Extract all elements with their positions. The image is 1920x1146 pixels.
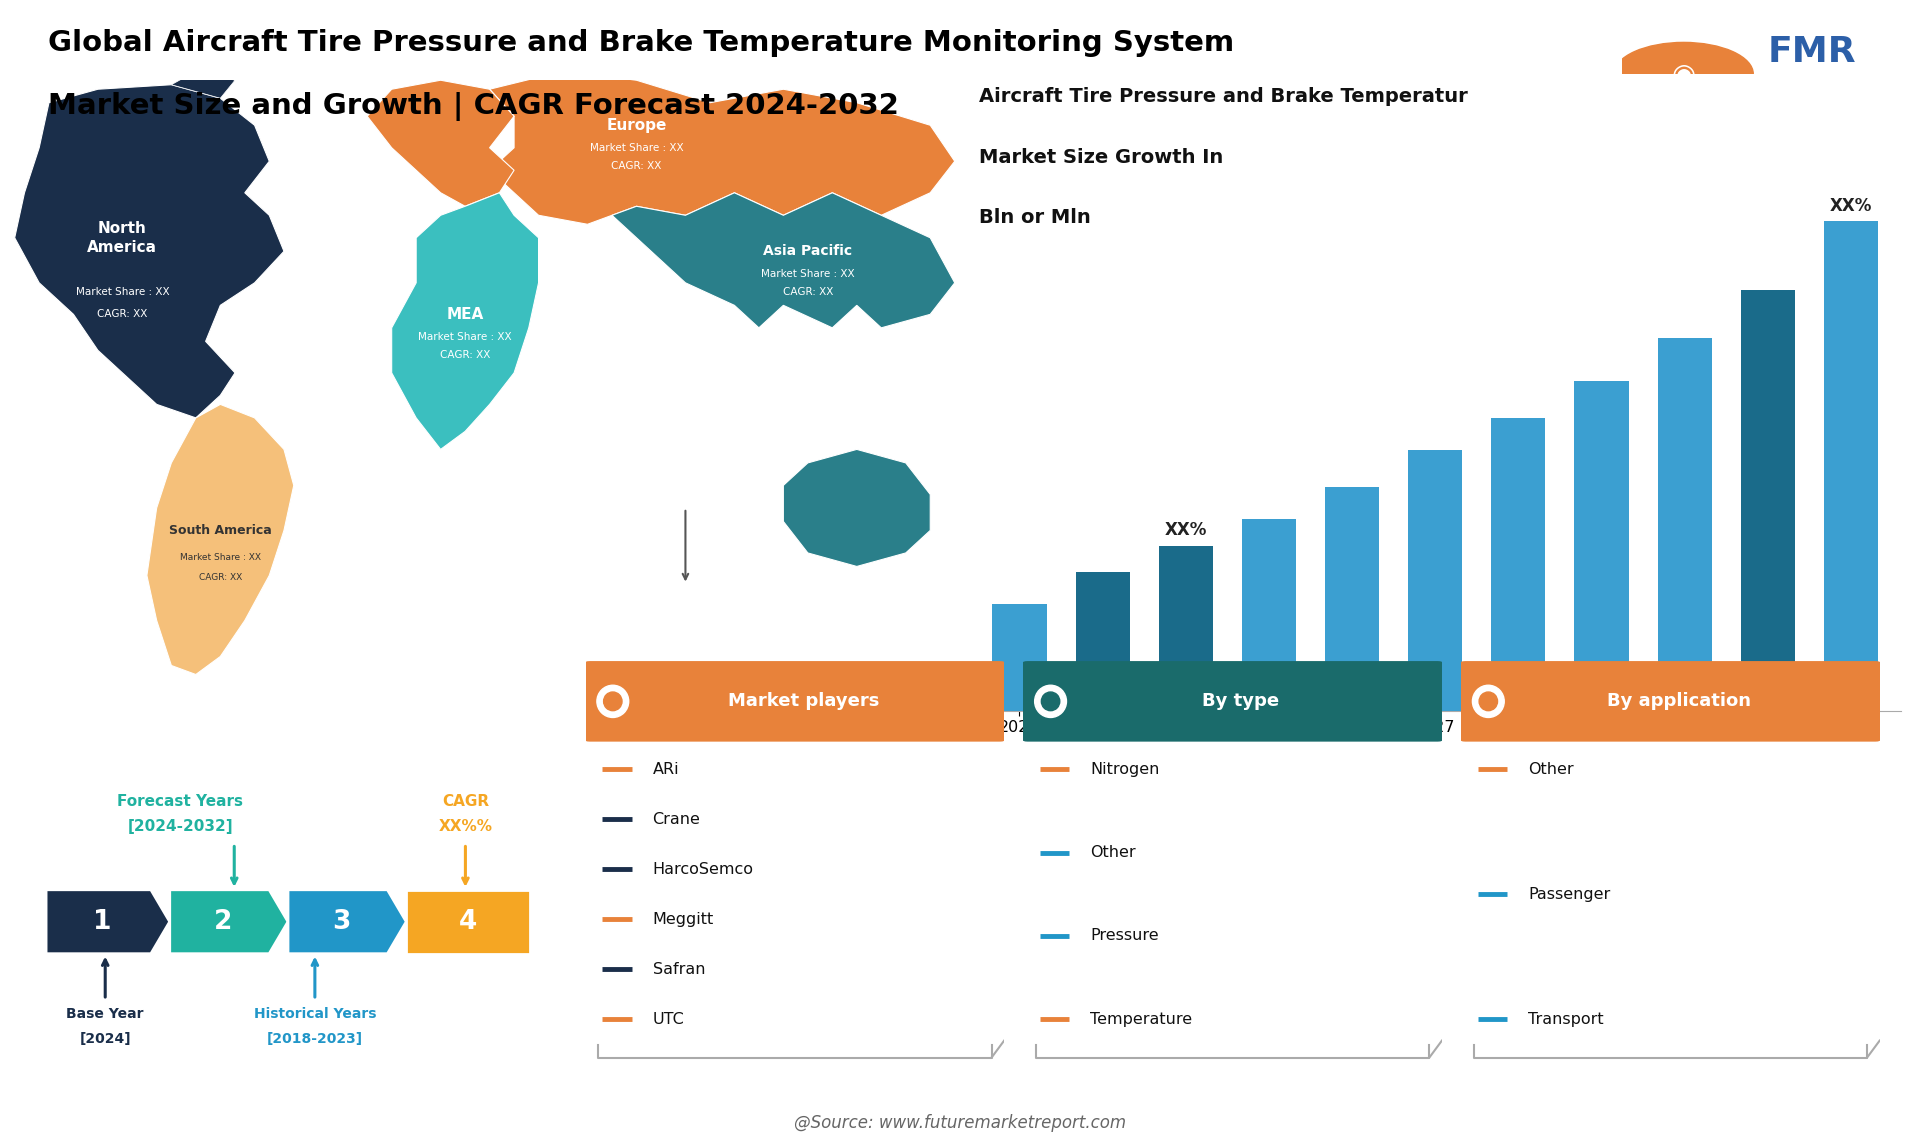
Text: XX%: XX%: [1830, 197, 1872, 215]
Text: Meggitt: Meggitt: [653, 912, 714, 927]
Bar: [1075, 572, 1129, 711]
Text: @Source: www.futuremarketreport.com: @Source: www.futuremarketreport.com: [795, 1114, 1125, 1132]
Text: Base Year: Base Year: [67, 1007, 144, 1021]
Circle shape: [1035, 685, 1066, 717]
Text: By application: By application: [1607, 692, 1751, 711]
Text: Passenger: Passenger: [1528, 887, 1611, 902]
FancyBboxPatch shape: [1455, 661, 1885, 741]
Text: ◉: ◉: [1672, 60, 1695, 88]
Text: Pressure: Pressure: [1091, 928, 1160, 943]
Text: South America: South America: [169, 524, 273, 537]
Text: CAGR: CAGR: [442, 794, 490, 809]
Text: Other: Other: [1528, 762, 1574, 777]
Circle shape: [597, 685, 628, 717]
Text: ARi: ARi: [653, 762, 680, 777]
Polygon shape: [783, 449, 931, 566]
Text: Historical Years: Historical Years: [253, 1007, 376, 1021]
Text: Transport: Transport: [1528, 1012, 1603, 1027]
Text: Market Share : XX: Market Share : XX: [589, 143, 684, 152]
Text: Crane: Crane: [653, 811, 701, 826]
Text: Temperature: Temperature: [1091, 1012, 1192, 1027]
Text: Market Share : XX: Market Share : XX: [760, 269, 854, 278]
Text: Market Share : XX: Market Share : XX: [75, 286, 169, 297]
Bar: [1325, 487, 1379, 711]
Polygon shape: [171, 71, 234, 99]
Text: Forecast Years: Forecast Years: [117, 794, 244, 809]
Text: REPORT: REPORT: [1766, 101, 1812, 110]
Text: CAGR: XX: CAGR: XX: [611, 160, 662, 171]
Polygon shape: [288, 889, 407, 953]
Bar: [1242, 519, 1296, 711]
Text: Bln or Mln: Bln or Mln: [979, 209, 1091, 227]
Text: HarcoSemco: HarcoSemco: [653, 862, 753, 877]
Text: Market Size and Growth | CAGR Forecast 2024-2032: Market Size and Growth | CAGR Forecast 2…: [48, 92, 899, 120]
Bar: [1160, 545, 1213, 711]
Text: FUTURE MARKET: FUTURE MARKET: [1766, 81, 1866, 92]
Text: 3: 3: [332, 909, 351, 935]
Text: North
America: North America: [88, 221, 157, 254]
Text: Other: Other: [1091, 845, 1137, 861]
Text: FMR: FMR: [1766, 36, 1857, 70]
Text: Aircraft Tire Pressure and Brake Temperatur: Aircraft Tire Pressure and Brake Tempera…: [979, 87, 1467, 107]
Text: UTC: UTC: [653, 1012, 684, 1027]
Bar: [1492, 418, 1546, 711]
Text: CAGR: XX: CAGR: XX: [198, 573, 242, 582]
Text: XX%: XX%: [1165, 521, 1208, 540]
FancyBboxPatch shape: [1018, 661, 1448, 741]
Text: CAGR: XX: CAGR: XX: [783, 286, 833, 297]
Text: [2024]: [2024]: [79, 1031, 131, 1046]
Text: 2: 2: [215, 909, 232, 935]
Text: Europe: Europe: [607, 118, 666, 133]
Text: By type: By type: [1202, 692, 1279, 711]
Polygon shape: [46, 889, 169, 953]
Text: Market Share : XX: Market Share : XX: [419, 332, 513, 342]
Text: Nitrogen: Nitrogen: [1091, 762, 1160, 777]
Text: CAGR: XX: CAGR: XX: [98, 309, 148, 320]
Text: Global Aircraft Tire Pressure and Brake Temperature Monitoring System: Global Aircraft Tire Pressure and Brake …: [48, 29, 1235, 56]
Text: Safran: Safran: [653, 961, 705, 976]
Circle shape: [1478, 692, 1498, 711]
Polygon shape: [612, 193, 954, 328]
Polygon shape: [169, 889, 288, 953]
Text: Market Size Growth In: Market Size Growth In: [979, 148, 1223, 166]
Bar: [1407, 450, 1463, 711]
Circle shape: [1041, 692, 1060, 711]
Polygon shape: [490, 71, 954, 225]
Bar: [1741, 290, 1795, 711]
Polygon shape: [367, 80, 515, 206]
Polygon shape: [148, 405, 294, 675]
Polygon shape: [407, 889, 530, 953]
Bar: [993, 604, 1046, 711]
Bar: [1574, 380, 1628, 711]
Text: Market Share : XX: Market Share : XX: [180, 554, 261, 562]
Circle shape: [1473, 685, 1503, 717]
Text: XX%%: XX%%: [438, 818, 492, 833]
Circle shape: [603, 692, 622, 711]
Bar: [1824, 221, 1878, 711]
Text: CAGR: XX: CAGR: XX: [440, 350, 490, 360]
Bar: [1657, 338, 1711, 711]
Polygon shape: [392, 193, 538, 449]
Text: 4: 4: [459, 909, 478, 935]
Text: [2018-2023]: [2018-2023]: [267, 1031, 363, 1046]
Text: Market players: Market players: [728, 692, 879, 711]
Text: [2024-2032]: [2024-2032]: [127, 818, 234, 833]
Text: MEA: MEA: [447, 307, 484, 322]
Circle shape: [1615, 42, 1753, 105]
Text: Asia Pacific: Asia Pacific: [764, 244, 852, 258]
FancyBboxPatch shape: [580, 661, 1010, 741]
Text: 1: 1: [94, 909, 111, 935]
Polygon shape: [15, 85, 284, 418]
